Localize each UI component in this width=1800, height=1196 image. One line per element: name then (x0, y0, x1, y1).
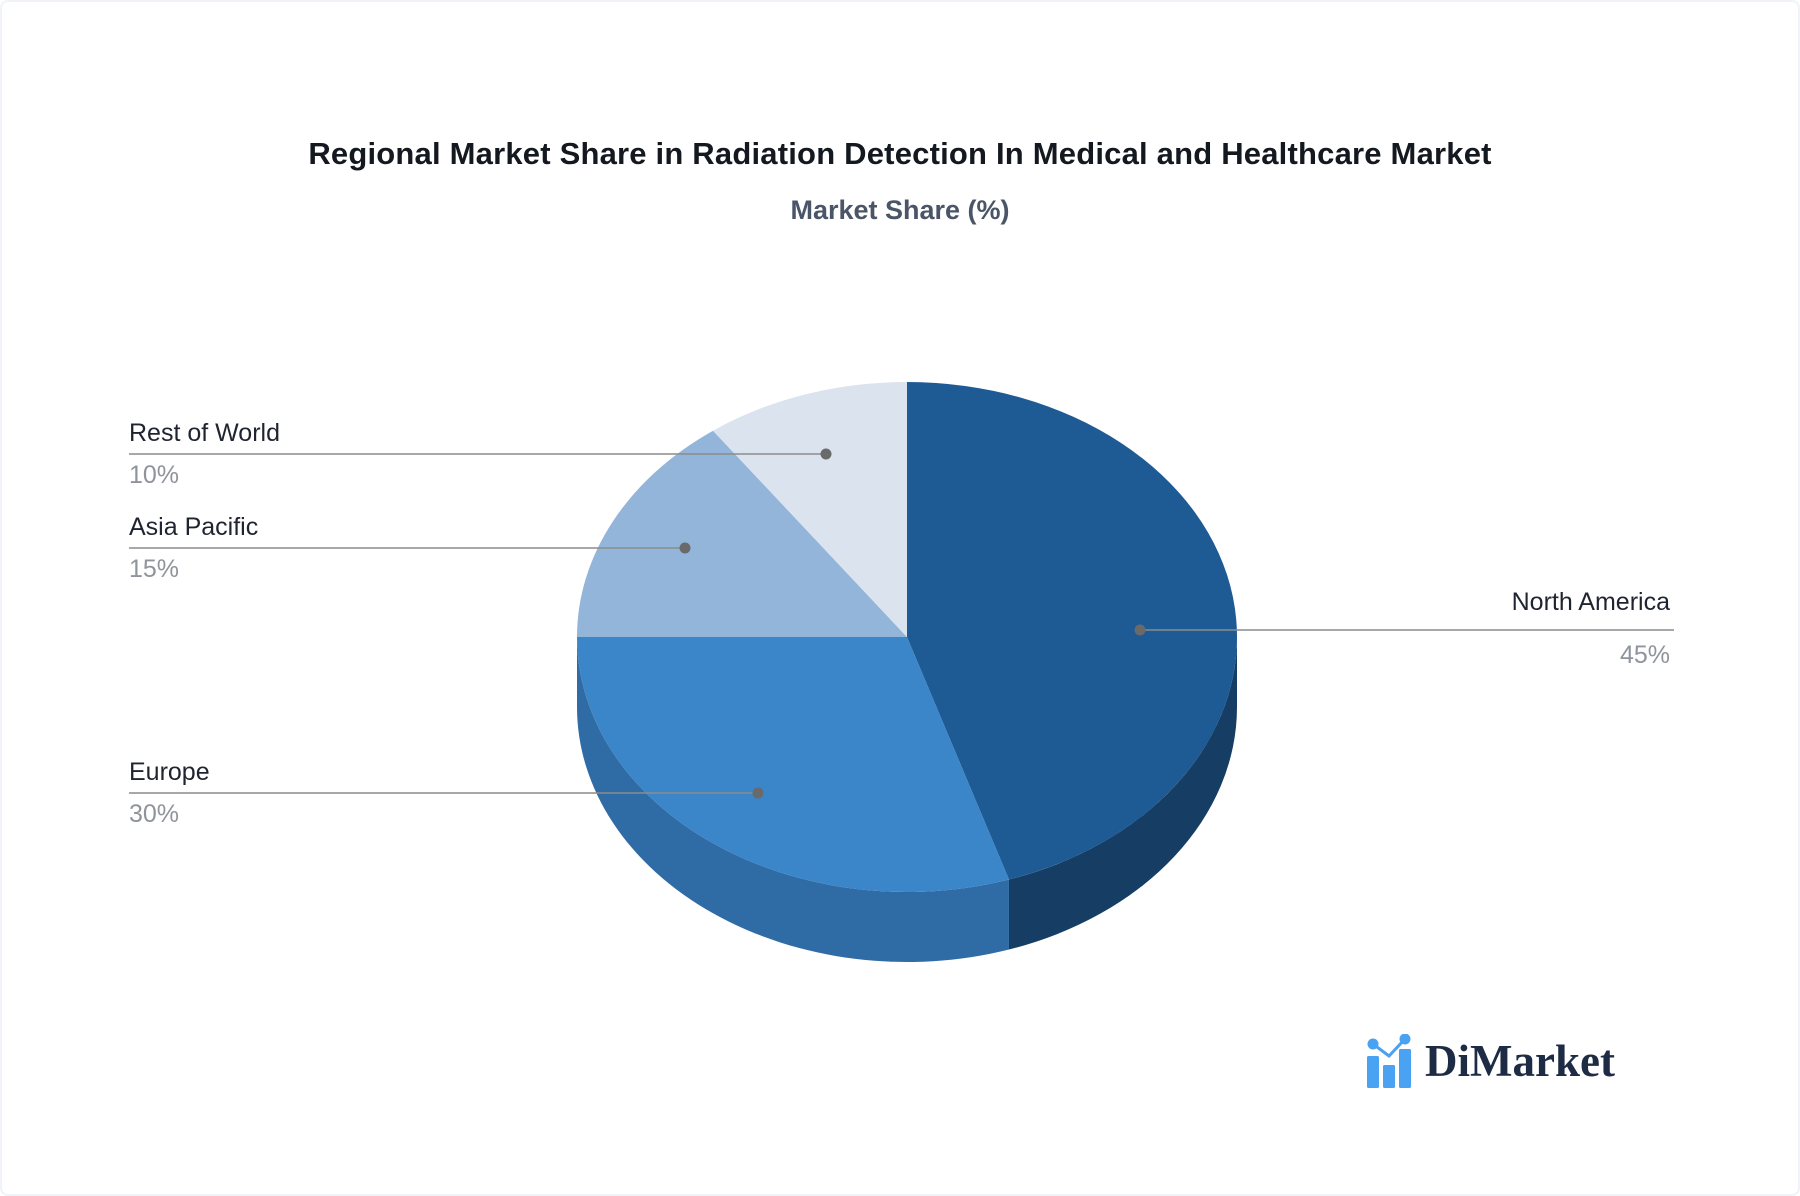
leader-dot-rest-of-world (820, 448, 832, 460)
chart-title: Regional Market Share in Radiation Detec… (308, 136, 1492, 171)
pie-side-europe (577, 637, 1009, 962)
slice-label-europe: Europe (129, 758, 210, 786)
pie-slice-europe (577, 637, 1009, 892)
pie-slice-north-america (907, 382, 1237, 880)
slice-value-north-america: 45% (1619, 641, 1670, 669)
bar-chart-logo-icon (1367, 1034, 1411, 1088)
slice-value-rest-of-world: 10% (129, 461, 180, 489)
slice-label-asia-pacific: Asia Pacific (129, 513, 259, 541)
leader-dot-asia-pacific (679, 542, 691, 554)
dimarket-logo: DiMarket (1366, 1030, 1615, 1092)
chart-subtitle: Market Share (%) (790, 195, 1010, 225)
slice-label-rest-of-world: Rest of World (129, 419, 280, 447)
pie-side-north-america (1008, 637, 1237, 950)
pie-slice-rest-of-world (713, 382, 907, 637)
logo-text: DiMarket (1425, 1036, 1615, 1086)
pie-slice-asia-pacific (577, 430, 907, 637)
pie-slices (577, 382, 1237, 962)
leader-dot-europe (752, 787, 764, 799)
slice-value-asia-pacific: 15% (129, 555, 180, 583)
leader-lines (129, 448, 1674, 799)
leader-dot-north-america (1134, 624, 1146, 636)
slice-label-north-america: North America (1511, 588, 1670, 616)
slice-value-europe: 30% (129, 800, 180, 828)
